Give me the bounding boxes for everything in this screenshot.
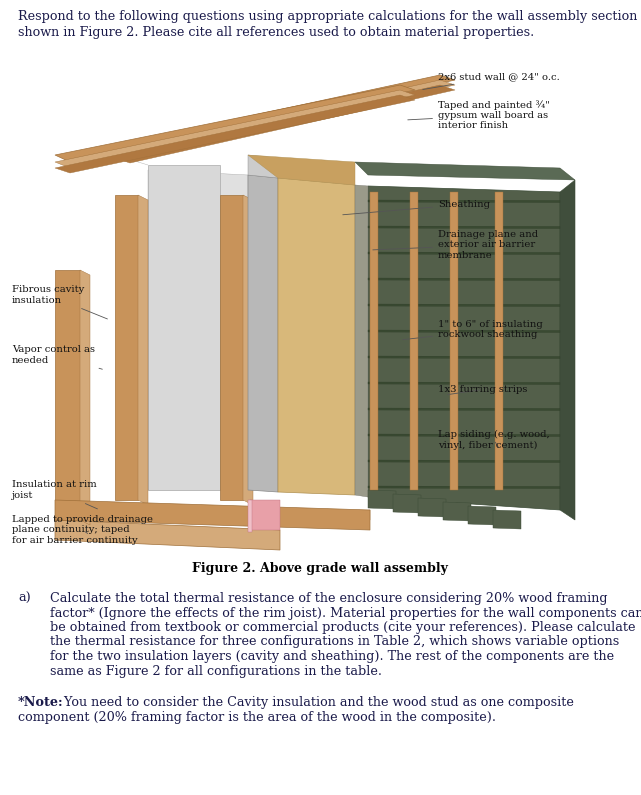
Polygon shape [115, 80, 455, 158]
Text: Sheathing: Sheathing [343, 200, 490, 215]
Text: Figure 2. Above grade wall assembly: Figure 2. Above grade wall assembly [192, 562, 448, 575]
Text: component (20% framing factor is the area of the wood in the composite).: component (20% framing factor is the are… [18, 711, 496, 724]
Polygon shape [250, 500, 280, 530]
Polygon shape [368, 356, 560, 359]
Polygon shape [280, 510, 370, 520]
Polygon shape [248, 155, 278, 178]
Polygon shape [55, 90, 415, 168]
Polygon shape [368, 226, 560, 228]
Polygon shape [393, 494, 421, 513]
Polygon shape [450, 192, 458, 490]
Text: Lap siding (e.g. wood,
vinyl, fiber cement): Lap siding (e.g. wood, vinyl, fiber ceme… [438, 430, 550, 450]
Text: 1x3 furring strips: 1x3 furring strips [438, 385, 528, 394]
Polygon shape [410, 192, 418, 490]
Polygon shape [368, 304, 560, 307]
Polygon shape [355, 185, 368, 497]
Polygon shape [55, 520, 280, 550]
Polygon shape [80, 270, 90, 525]
Polygon shape [493, 510, 521, 529]
Polygon shape [55, 95, 415, 173]
Polygon shape [368, 434, 560, 436]
Polygon shape [115, 85, 455, 163]
Polygon shape [368, 490, 396, 509]
Polygon shape [248, 175, 278, 492]
Text: be obtained from textbook or commercial products (cite your references). Please : be obtained from textbook or commercial … [50, 621, 635, 634]
Polygon shape [495, 192, 503, 490]
Polygon shape [115, 75, 455, 152]
Text: factor* (Ignore the effects of the rim joist). Material properties for the wall : factor* (Ignore the effects of the rim j… [50, 607, 641, 619]
Text: Taped and painted ¾"
gypsum wall board as
interior finish: Taped and painted ¾" gypsum wall board a… [408, 100, 550, 130]
Text: Insulation at rim
joist: Insulation at rim joist [12, 480, 97, 509]
Polygon shape [148, 165, 220, 490]
Polygon shape [55, 85, 415, 162]
Polygon shape [248, 155, 355, 185]
Polygon shape [368, 486, 560, 488]
Polygon shape [220, 195, 243, 500]
Polygon shape [148, 170, 248, 490]
Text: a): a) [18, 592, 31, 605]
Polygon shape [55, 270, 80, 520]
Text: Respond to the following questions using appropriate calculations for the wall a: Respond to the following questions using… [18, 10, 637, 23]
Text: same as Figure 2 for all configurations in the table.: same as Figure 2 for all configurations … [50, 665, 382, 677]
Polygon shape [370, 192, 378, 490]
Text: Lapped to provide drainage
plane continuity; taped
for air barrier continuity: Lapped to provide drainage plane continu… [12, 515, 153, 545]
Polygon shape [278, 178, 355, 495]
Polygon shape [368, 186, 560, 510]
Polygon shape [368, 278, 560, 281]
Polygon shape [355, 162, 575, 180]
Polygon shape [138, 195, 148, 505]
Polygon shape [368, 252, 560, 254]
Polygon shape [443, 502, 471, 521]
Polygon shape [368, 200, 560, 203]
Polygon shape [243, 195, 253, 505]
Polygon shape [368, 382, 560, 385]
Polygon shape [368, 460, 560, 463]
Text: 2x6 stud wall @ 24" o.c.: 2x6 stud wall @ 24" o.c. [422, 72, 560, 90]
Polygon shape [418, 498, 446, 517]
Text: shown in Figure 2. Please cite all references used to obtain material properties: shown in Figure 2. Please cite all refer… [18, 26, 534, 39]
Text: 1" to 6" of insulating
rockwool sheathing: 1" to 6" of insulating rockwool sheathin… [403, 320, 543, 339]
Text: the thermal resistance for three configurations in Table 2, which shows variable: the thermal resistance for three configu… [50, 635, 619, 649]
Polygon shape [560, 180, 575, 520]
Polygon shape [368, 330, 560, 332]
Polygon shape [368, 408, 560, 410]
Text: *Note:: *Note: [18, 696, 63, 709]
Text: for the two insulation layers (cavity and sheathing). The rest of the components: for the two insulation layers (cavity an… [50, 650, 614, 663]
Text: Calculate the total thermal resistance of the enclosure considering 20% wood fra: Calculate the total thermal resistance o… [50, 592, 608, 605]
Polygon shape [468, 506, 496, 525]
Polygon shape [115, 195, 138, 500]
Polygon shape [248, 500, 252, 532]
Text: You need to consider the Cavity insulation and the wood stud as one composite: You need to consider the Cavity insulati… [60, 696, 574, 709]
Text: Vapor control as
needed: Vapor control as needed [12, 345, 103, 369]
Text: Fibrous cavity
insulation: Fibrous cavity insulation [12, 285, 108, 319]
Polygon shape [55, 500, 370, 530]
Polygon shape [115, 155, 148, 165]
Text: Drainage plane and
exterior air barrier
membrane: Drainage plane and exterior air barrier … [373, 230, 538, 260]
